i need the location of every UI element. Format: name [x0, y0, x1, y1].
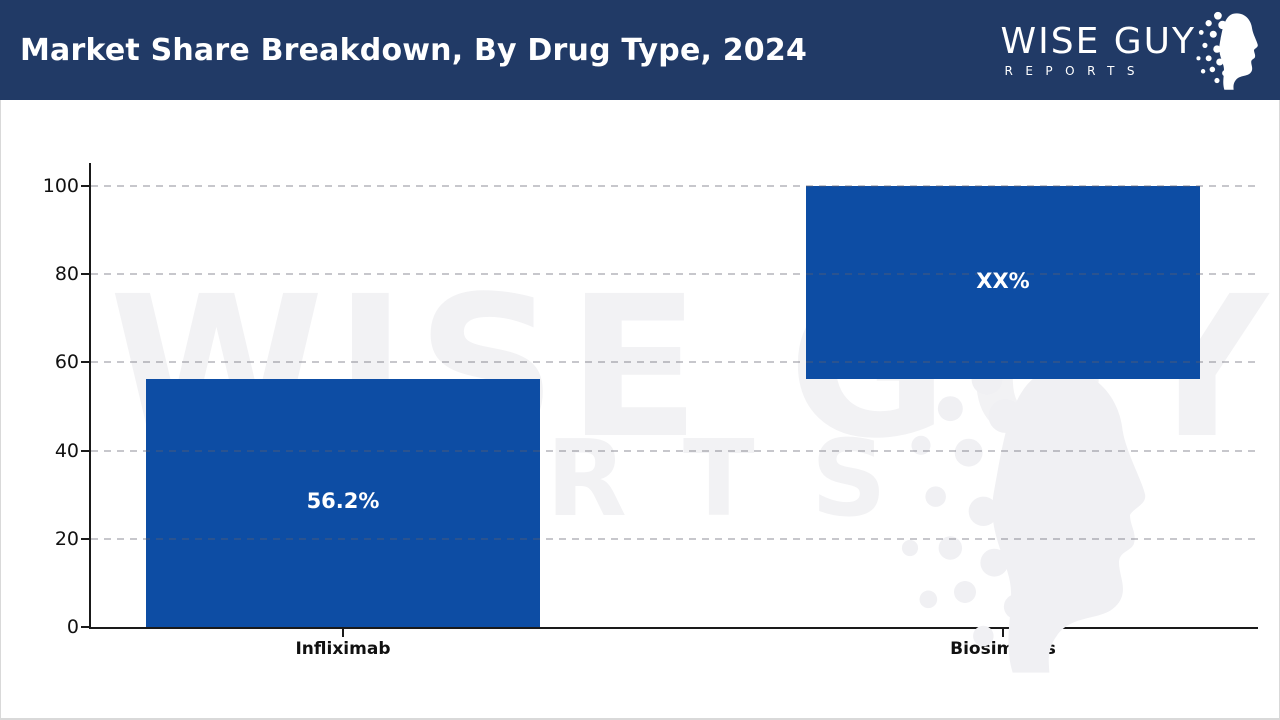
watermark-letter: R	[546, 418, 627, 540]
bar-infliximab	[146, 379, 540, 627]
x-tick	[1002, 629, 1004, 637]
y-tick-label: 100	[42, 175, 79, 197]
brand-name: WISE GUY	[1000, 20, 1196, 62]
y-tick	[81, 626, 89, 628]
header-bar: Market Share Breakdown, By Drug Type, 20…	[0, 0, 1280, 100]
y-tick-label: 80	[54, 263, 79, 286]
brand-logo-text: WISE GUY REPORTS	[1000, 20, 1197, 78]
y-tick	[81, 537, 89, 540]
page-title: Market Share Breakdown, By Drug Type, 20…	[20, 32, 808, 68]
y-tick-label: 0	[66, 616, 79, 638]
x-tick	[342, 629, 344, 637]
y-tick	[81, 449, 89, 452]
x-category-label: Infliximab	[295, 639, 391, 659]
brand-subtitle: REPORTS	[1004, 63, 1148, 78]
y-tick	[81, 361, 89, 364]
dotted-face-icon	[1196, 11, 1258, 90]
y-tick-label: 60	[54, 351, 79, 374]
watermark-letter: T	[683, 418, 755, 540]
bar-biosimilars	[806, 186, 1200, 380]
gridline-40	[91, 449, 1258, 452]
gridline-80	[91, 273, 1258, 276]
bar-value-label: XX%	[976, 268, 1030, 293]
gridline-20	[91, 537, 1258, 540]
watermark-face-icon	[901, 363, 1146, 673]
y-tick-label: 20	[54, 527, 79, 550]
gridline-100	[91, 185, 1258, 187]
gridline-60	[91, 361, 1258, 364]
chart-panel: WISE GUY R T S 56.2% XX% 0 20 40 60 80 100 Infli…	[0, 100, 1280, 720]
brand-logo: WISE GUY REPORTS	[1001, 6, 1267, 94]
y-tick	[81, 273, 89, 276]
y-tick	[81, 185, 89, 187]
bar-value-label: 56.2%	[306, 489, 380, 514]
y-tick-label: 40	[54, 439, 79, 462]
watermark-letter: S	[811, 418, 887, 540]
